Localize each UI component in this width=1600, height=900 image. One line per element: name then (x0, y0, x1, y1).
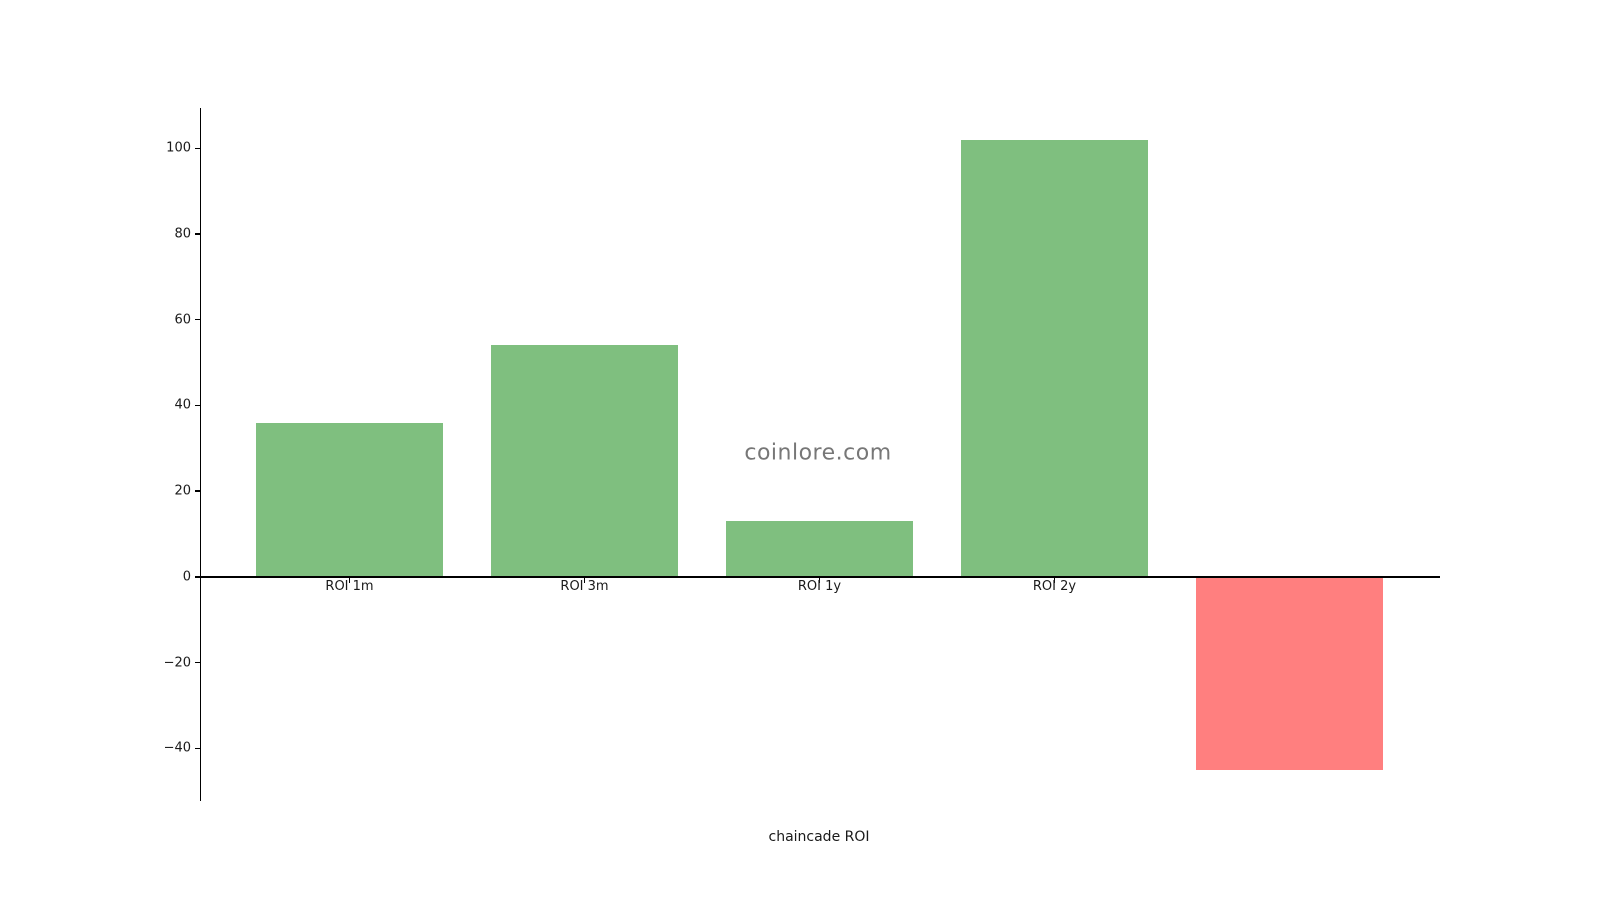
y-tick-label: −40 (163, 740, 191, 756)
x-tick-label: ROI 2y (1032, 578, 1077, 594)
x-tick-label: ROI 1y (797, 578, 842, 594)
y-tick (195, 747, 200, 749)
y-tick (195, 233, 200, 235)
y-tick (195, 490, 200, 492)
y-axis-spine (200, 108, 202, 801)
x-tick (1053, 576, 1056, 583)
y-tick-label: 20 (174, 483, 191, 499)
x-axis-line (200, 576, 1440, 578)
y-tick-label: 80 (174, 226, 191, 242)
x-axis-title: chaincade ROI (768, 829, 870, 845)
x-tick-label: ROI 3m (560, 578, 609, 594)
bar (961, 139, 1148, 577)
bar (256, 422, 443, 577)
watermark: coinlore.com (744, 440, 892, 466)
y-tick-label: 40 (174, 397, 191, 413)
x-tick (348, 576, 351, 583)
bar (1196, 576, 1383, 770)
y-tick (195, 319, 200, 321)
bar (491, 345, 678, 577)
y-tick (195, 576, 200, 578)
y-tick-label: −20 (163, 655, 191, 671)
bar (726, 521, 913, 577)
y-tick-label: 100 (166, 140, 191, 156)
y-tick (195, 147, 200, 149)
x-tick (818, 576, 821, 583)
x-tick (583, 576, 586, 583)
y-tick (195, 661, 200, 664)
y-tick-label: 60 (174, 312, 191, 328)
x-tick-label: ROI 1m (325, 578, 374, 594)
y-tick-label: 0 (182, 569, 191, 585)
y-tick (195, 404, 200, 407)
